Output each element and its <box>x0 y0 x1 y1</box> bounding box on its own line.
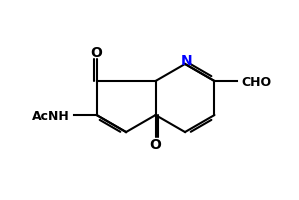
Text: N: N <box>181 53 192 67</box>
Text: O: O <box>91 46 103 60</box>
Text: CHO: CHO <box>241 75 271 88</box>
Text: AcNH: AcNH <box>32 109 70 122</box>
Text: O: O <box>150 137 161 151</box>
